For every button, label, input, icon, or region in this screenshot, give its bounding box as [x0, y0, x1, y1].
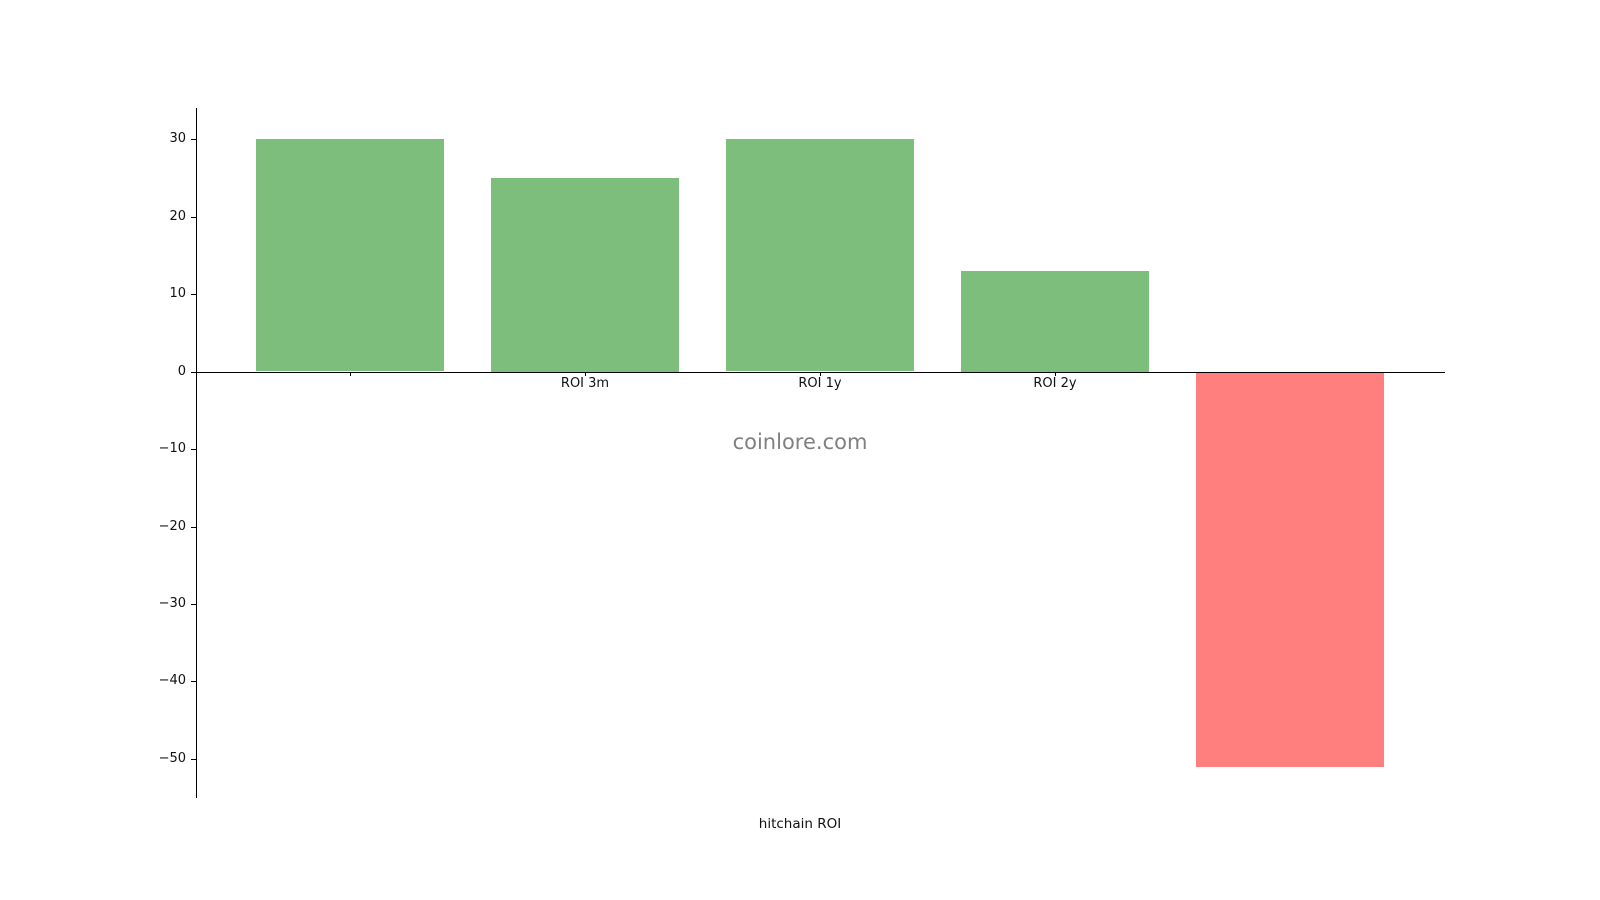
y-axis-line: [196, 108, 197, 798]
y-tick-mark: [191, 449, 196, 450]
y-tick-mark: [191, 139, 196, 140]
y-tick-label: −20: [158, 519, 186, 534]
y-tick-label: 20: [169, 209, 186, 224]
x-tick-label: ROI 1y: [798, 376, 842, 391]
watermark: coinlore.com: [732, 430, 868, 454]
chart-bar: [961, 271, 1149, 372]
y-tick-label: −30: [158, 596, 186, 611]
y-tick-mark: [191, 217, 196, 218]
y-tick-label: 10: [169, 286, 186, 301]
chart-bar: [1196, 372, 1384, 767]
x-tick-mark: [820, 372, 821, 376]
y-tick-mark: [191, 294, 196, 295]
x-tick-mark: [585, 372, 586, 376]
x-tick-mark: [350, 372, 351, 376]
y-tick-label: 30: [169, 131, 186, 146]
chart-title: hitchain ROI: [758, 816, 842, 832]
chart-bar: [491, 178, 679, 372]
x-tick-mark: [1055, 372, 1056, 376]
chart-bar: [256, 139, 444, 371]
y-tick-label: −50: [158, 751, 186, 766]
y-tick-label: −40: [158, 673, 186, 688]
x-axis-line: [196, 372, 1445, 373]
x-tick-label: ROI 2y: [1033, 376, 1077, 391]
y-tick-mark: [191, 527, 196, 528]
y-tick-mark: [191, 372, 196, 373]
x-tick-label: ROI 3m: [560, 376, 610, 391]
y-tick-mark: [191, 759, 196, 760]
y-tick-mark: [191, 681, 196, 682]
chart-bar: [726, 139, 914, 371]
y-tick-label: −10: [158, 441, 186, 456]
y-tick-label: 0: [177, 364, 186, 379]
y-tick-mark: [191, 604, 196, 605]
